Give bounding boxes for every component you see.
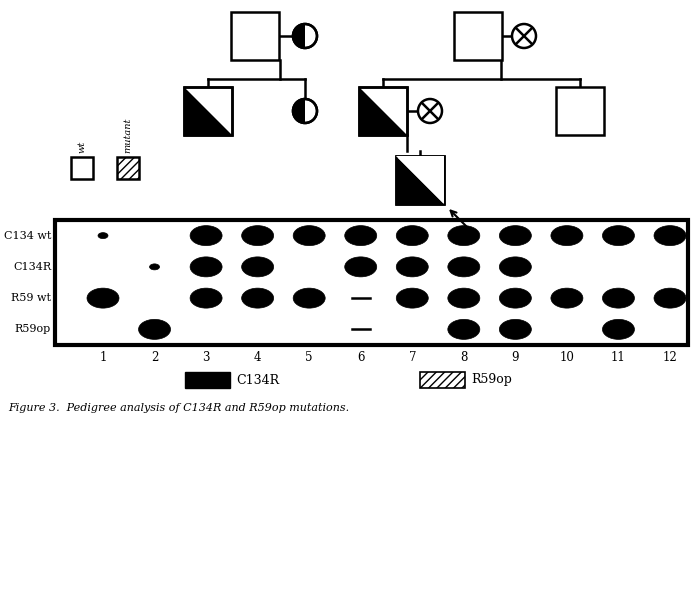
Ellipse shape (448, 288, 480, 308)
Ellipse shape (654, 225, 686, 246)
Ellipse shape (397, 257, 428, 277)
Ellipse shape (654, 288, 686, 308)
Text: R59op: R59op (471, 374, 512, 386)
Ellipse shape (500, 225, 531, 246)
Circle shape (512, 24, 536, 48)
Polygon shape (396, 156, 444, 204)
Text: 3: 3 (202, 351, 210, 364)
Bar (359, 87, 407, 135)
Ellipse shape (242, 225, 273, 246)
Text: 6: 6 (357, 351, 365, 364)
Ellipse shape (397, 288, 428, 308)
Text: 12: 12 (663, 351, 677, 364)
Ellipse shape (603, 319, 635, 340)
Text: 1: 1 (100, 351, 107, 364)
Ellipse shape (345, 225, 376, 246)
Circle shape (293, 99, 317, 123)
Text: 9: 9 (511, 351, 519, 364)
Ellipse shape (293, 288, 325, 308)
Ellipse shape (242, 257, 273, 277)
Bar (55, 220, 688, 345)
Bar (556, 87, 604, 135)
Circle shape (293, 24, 317, 48)
Ellipse shape (98, 233, 108, 239)
Ellipse shape (551, 288, 583, 308)
Text: Figure 3.  Pedigree analysis of C134R and R59op mutations.: Figure 3. Pedigree analysis of C134R and… (8, 403, 349, 413)
Bar (359, 87, 407, 135)
Text: 4: 4 (254, 351, 262, 364)
Polygon shape (293, 24, 305, 48)
Text: 10: 10 (559, 351, 574, 364)
Ellipse shape (500, 288, 531, 308)
Polygon shape (359, 87, 407, 135)
Circle shape (418, 99, 442, 123)
Text: C134 wt: C134 wt (3, 231, 51, 240)
Text: R59 wt: R59 wt (11, 293, 51, 303)
Bar (184, 87, 232, 135)
Text: 8: 8 (460, 351, 468, 364)
Ellipse shape (87, 288, 119, 308)
Ellipse shape (603, 288, 635, 308)
Ellipse shape (345, 257, 376, 277)
Bar (396, 156, 444, 204)
Ellipse shape (190, 225, 222, 246)
Ellipse shape (551, 225, 583, 246)
Ellipse shape (603, 225, 635, 246)
Ellipse shape (242, 288, 273, 308)
Text: wt: wt (78, 141, 86, 153)
Bar (185, 372, 230, 388)
Text: R59op: R59op (15, 324, 51, 334)
Text: 5: 5 (305, 351, 313, 364)
Ellipse shape (293, 225, 325, 246)
Ellipse shape (448, 319, 480, 340)
Text: C134R: C134R (13, 262, 51, 272)
Bar (184, 87, 232, 135)
Bar (396, 156, 444, 204)
Ellipse shape (500, 319, 531, 340)
Text: C134R: C134R (236, 374, 279, 386)
Bar (71, 157, 93, 179)
Ellipse shape (149, 264, 160, 270)
Polygon shape (293, 99, 305, 123)
Bar (420, 372, 465, 388)
Ellipse shape (397, 225, 428, 246)
Ellipse shape (500, 257, 531, 277)
Ellipse shape (448, 225, 480, 246)
Text: mutant: mutant (123, 118, 132, 153)
Ellipse shape (190, 257, 222, 277)
Ellipse shape (190, 288, 222, 308)
Text: 11: 11 (611, 351, 626, 364)
Bar (454, 12, 502, 60)
Text: 2: 2 (151, 351, 158, 364)
Ellipse shape (138, 319, 170, 340)
Bar (231, 12, 279, 60)
Polygon shape (184, 87, 232, 135)
Text: 7: 7 (408, 351, 416, 364)
Polygon shape (396, 156, 444, 204)
Bar (117, 157, 139, 179)
Ellipse shape (448, 257, 480, 277)
